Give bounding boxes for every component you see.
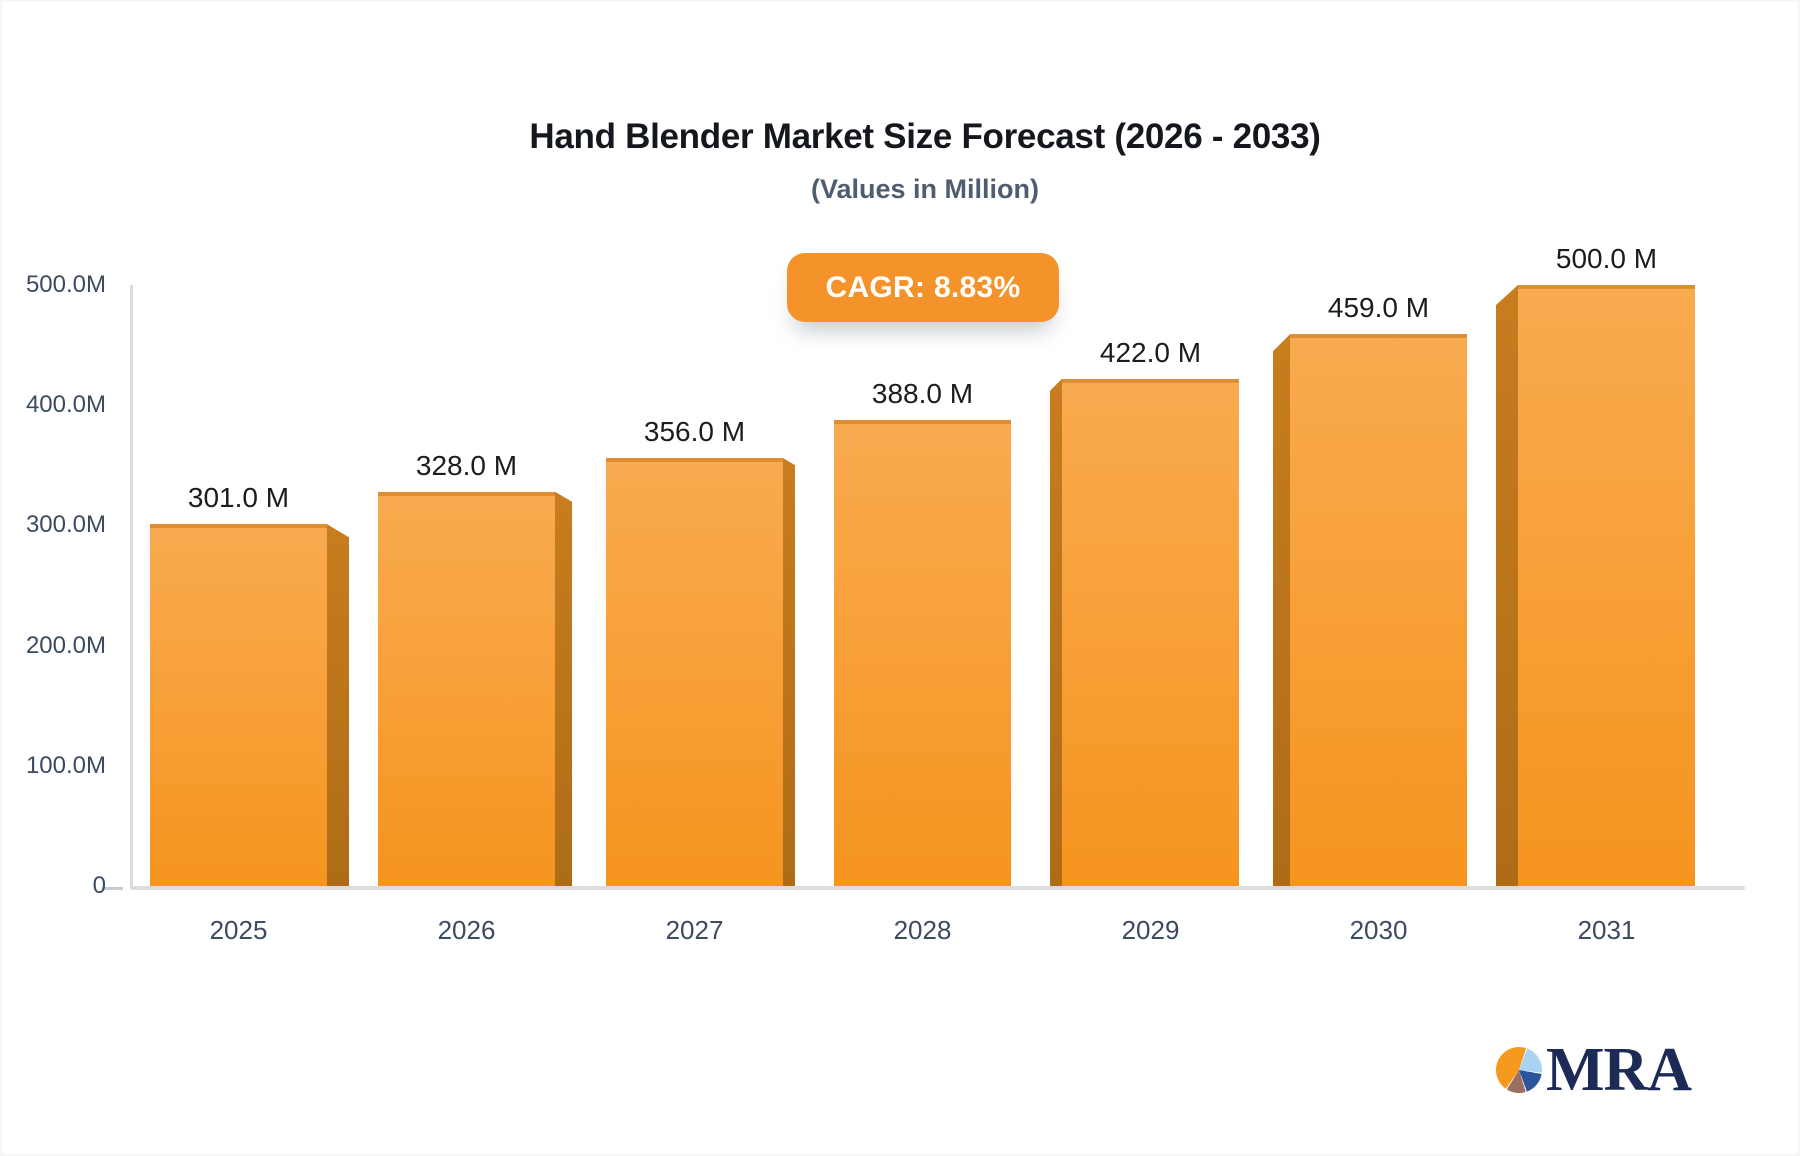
- x-tick-label: 2027: [665, 915, 724, 945]
- chart-title: Hand Blender Market Size Forecast (2026 …: [529, 117, 1321, 156]
- bar: [1518, 285, 1695, 886]
- x-axis-baseline: [130, 886, 1745, 890]
- pie-chart-logo-icon: [1496, 1047, 1542, 1093]
- brand-logo-text: MRA: [1546, 1036, 1692, 1104]
- x-tick-label: 2030: [1349, 915, 1408, 945]
- bar: [834, 419, 1011, 886]
- y-tick-label: 100.0M: [25, 751, 106, 779]
- y-tick-label: 300.0M: [25, 511, 106, 539]
- chart-subtitle: (Values in Million): [810, 174, 1040, 204]
- bar: [606, 458, 783, 886]
- y-axis-line: [130, 285, 133, 889]
- bar: [1062, 378, 1239, 886]
- bar: [378, 491, 555, 886]
- bar: [150, 524, 327, 886]
- cagr-badge-label: CAGR: 8.83%: [825, 270, 1021, 304]
- bar-value-label: 356.0 M: [643, 416, 746, 448]
- bar-value-label: 422.0 M: [1099, 336, 1202, 368]
- zero-tick-mark: [102, 887, 123, 890]
- bar: [1290, 334, 1467, 886]
- bar-side-3d: [555, 491, 572, 886]
- cagr-badge: CAGR: 8.83%: [787, 253, 1059, 322]
- bar-value-label: 301.0 M: [187, 482, 290, 514]
- x-tick-label: 2026: [437, 915, 496, 945]
- bar-side-3d: [783, 458, 795, 886]
- bar-side-3d: [1273, 334, 1290, 886]
- x-tick-label: 2031: [1577, 915, 1636, 945]
- bar-side-3d: [1496, 285, 1518, 886]
- bar-value-label: 388.0 M: [871, 377, 974, 409]
- bar-value-label: 500.0 M: [1555, 243, 1658, 274]
- y-tick-label: 400.0M: [25, 391, 106, 419]
- y-tick-label: 500.0M: [25, 271, 106, 298]
- x-tick-label: 2029: [1121, 915, 1180, 945]
- brand-logo: MRA: [1496, 1036, 1692, 1104]
- bar-value-label: 459.0 M: [1327, 292, 1430, 324]
- x-tick-label: 2025: [209, 915, 268, 945]
- bar-value-label: 328.0 M: [415, 449, 518, 481]
- y-tick-label: 0: [92, 872, 106, 899]
- y-tick-label: 200.0M: [25, 631, 106, 659]
- x-tick-label: 2028: [893, 915, 952, 945]
- bar-side-3d: [1050, 378, 1062, 886]
- bar-side-3d: [327, 524, 349, 886]
